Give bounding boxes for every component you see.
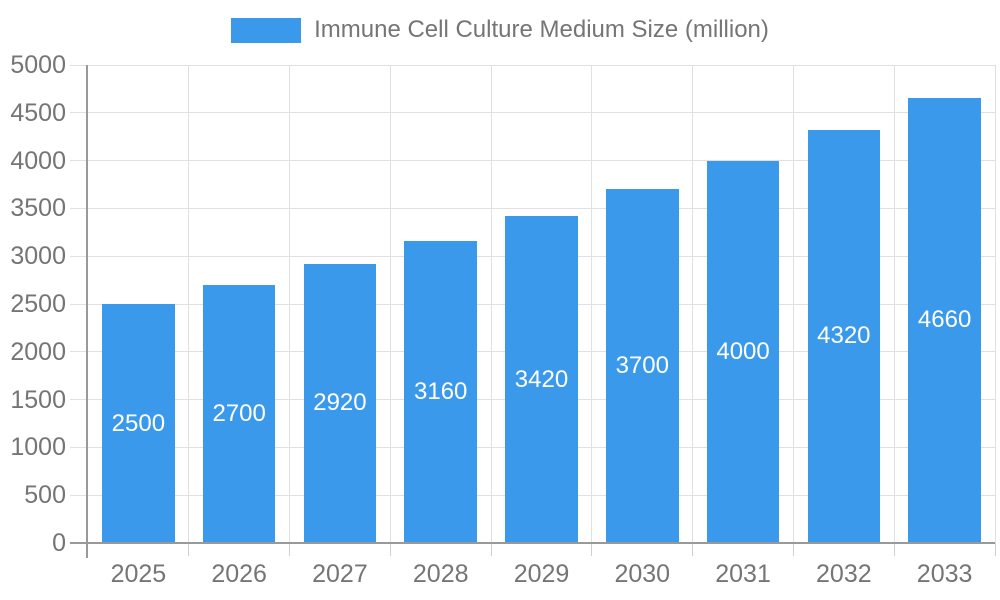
bar-value-label: 2500 — [111, 409, 166, 437]
gridline-vertical — [792, 65, 794, 543]
y-axis-tick-label: 3000 — [10, 242, 66, 271]
y-axis-tick-label: 1500 — [10, 385, 66, 414]
gridline-vertical — [289, 65, 291, 543]
gridline-vertical — [490, 65, 492, 543]
bar-value-label: 2700 — [212, 399, 266, 427]
x-axis-tick-label: 2028 — [412, 560, 469, 588]
bar-2029: 3420 — [505, 216, 578, 543]
y-axis-line — [86, 65, 88, 558]
bar-2025: 2500 — [102, 304, 175, 543]
y-axis-tick-label: 3500 — [10, 194, 66, 223]
x-axis-tick-label: 2031 — [715, 560, 771, 588]
gridline-horizontal — [70, 160, 995, 162]
x-axis-tick — [792, 543, 794, 556]
bar-value-label: 3700 — [615, 352, 669, 380]
bar-value-label: 4000 — [716, 337, 770, 365]
bar-value-label: 3420 — [514, 365, 569, 393]
x-axis-tick — [591, 543, 593, 556]
x-axis-tick — [692, 543, 694, 556]
x-axis-tick-label: 2033 — [916, 560, 973, 588]
legend-swatch — [231, 17, 302, 43]
x-axis-tick — [389, 543, 391, 556]
y-axis-tick-label: 2500 — [10, 290, 66, 318]
y-axis-tick-label: 4000 — [10, 146, 66, 175]
x-axis-tick — [289, 543, 291, 556]
bar-2030: 3700 — [605, 189, 679, 543]
gridline-horizontal — [70, 207, 995, 209]
bar-value-label: 3160 — [414, 377, 468, 405]
bar-value-label: 2920 — [313, 389, 367, 417]
gridline-vertical — [591, 65, 593, 543]
bar-2032: 4320 — [807, 130, 881, 543]
gridline-horizontal — [70, 112, 995, 114]
x-axis-tick — [893, 543, 895, 556]
gridline-vertical — [188, 65, 190, 543]
y-axis-tick-label: 2000 — [10, 337, 66, 366]
y-axis-tick-label: 1000 — [10, 433, 66, 462]
legend: Immune Cell Culture Medium Size (million… — [0, 16, 1000, 44]
x-axis-tick-label: 2029 — [513, 560, 570, 588]
gridline-vertical — [994, 65, 996, 543]
x-axis-tick — [188, 543, 190, 556]
x-axis-tick-label: 2027 — [312, 560, 368, 588]
gridline-horizontal — [70, 64, 995, 66]
gridline-vertical — [389, 65, 391, 543]
x-axis-line — [70, 542, 995, 544]
legend-label: Immune Cell Culture Medium Size (million… — [314, 16, 769, 43]
bar-2031: 4000 — [706, 160, 780, 543]
x-axis-tick-label: 2026 — [211, 560, 267, 588]
x-axis-tick-label: 2030 — [614, 560, 671, 588]
y-axis-tick-label: 0 — [52, 529, 66, 557]
x-axis-tick-label: 2025 — [110, 560, 167, 588]
bar-2033: 4660 — [908, 97, 981, 543]
gridline-vertical — [692, 65, 694, 543]
bar-value-label: 4660 — [917, 306, 972, 334]
x-axis-tick — [994, 543, 996, 556]
bar-2026: 2700 — [202, 284, 276, 543]
y-axis-tick-label: 5000 — [10, 51, 66, 79]
y-axis-tick-label: 500 — [24, 481, 66, 510]
gridline-vertical — [893, 65, 895, 543]
bar-2027: 2920 — [303, 263, 377, 543]
x-axis-tick-label: 2032 — [816, 560, 872, 588]
x-axis-tick — [490, 543, 492, 556]
y-axis-tick-label: 4500 — [10, 98, 66, 127]
bar-2028: 3160 — [404, 240, 477, 543]
bar-value-label: 4320 — [817, 322, 871, 350]
